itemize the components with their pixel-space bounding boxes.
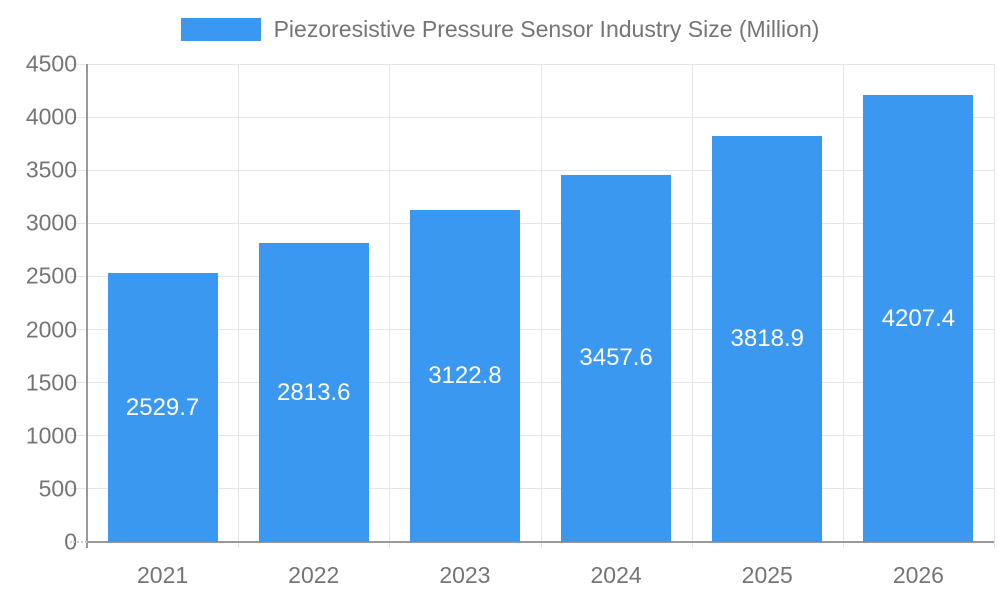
x-axis-baseline [87, 541, 994, 543]
y-axis-tick-label: 1500 [25, 369, 77, 396]
v-gridline [994, 64, 995, 548]
h-gridline [70, 275, 994, 277]
bar: 2813.6 [258, 243, 369, 542]
x-axis-tick-label: 2024 [590, 562, 642, 588]
v-gridline [842, 64, 844, 548]
bar: 3818.9 [712, 136, 823, 542]
h-gridline [70, 488, 994, 490]
v-gridline [540, 64, 542, 548]
x-axis-tick-label: 2021 [136, 562, 189, 588]
y-axis-tick-label: 4500 [25, 50, 77, 77]
h-gridline [70, 222, 994, 224]
h-gridline [70, 116, 994, 118]
h-gridline [70, 382, 994, 384]
h-gridline [70, 329, 994, 331]
y-axis-tick-label: 1000 [25, 422, 77, 449]
bar-value-label: 3122.8 [428, 362, 502, 390]
bar: 2529.7 [107, 273, 218, 542]
x-axis-tick-label: 2023 [439, 562, 491, 588]
y-axis-tick-label: 2500 [25, 262, 77, 289]
h-gridline [70, 63, 994, 65]
bar: 3457.6 [561, 174, 672, 542]
h-gridline [70, 435, 994, 437]
x-axis-tick-label: 2026 [892, 562, 944, 588]
bar-value-label: 3818.9 [730, 325, 804, 353]
bar-value-label: 2813.6 [277, 378, 351, 406]
v-gridline [389, 64, 391, 548]
y-axis-tick-label: 0 [64, 528, 77, 555]
y-axis-tick-label: 3500 [25, 156, 77, 183]
v-gridline [691, 64, 693, 548]
bar-value-label: 3457.6 [579, 344, 653, 372]
v-gridline [238, 64, 240, 548]
bar: 3122.8 [409, 210, 520, 542]
y-axis-tick-label: 500 [38, 475, 77, 502]
y-axis-line [86, 64, 88, 548]
y-axis-tick-label: 3000 [25, 209, 77, 236]
legend[interactable]: Piezoresistive Pressure Sensor Industry … [0, 16, 1000, 42]
bar-value-label: 4207.4 [881, 304, 956, 332]
y-axis-tick-label: 4000 [25, 103, 77, 130]
zero-tick-line [70, 541, 87, 543]
bar: 4207.4 [863, 95, 974, 542]
x-axis-tick-label: 2022 [288, 562, 340, 588]
legend-label: Piezoresistive Pressure Sensor Industry … [273, 16, 820, 42]
y-axis-tick-label: 2000 [25, 316, 77, 343]
bar-value-label: 2529.7 [125, 393, 200, 421]
h-gridline [70, 169, 994, 171]
x-axis-tick-label: 2025 [741, 562, 793, 588]
legend-swatch-icon [180, 17, 261, 41]
